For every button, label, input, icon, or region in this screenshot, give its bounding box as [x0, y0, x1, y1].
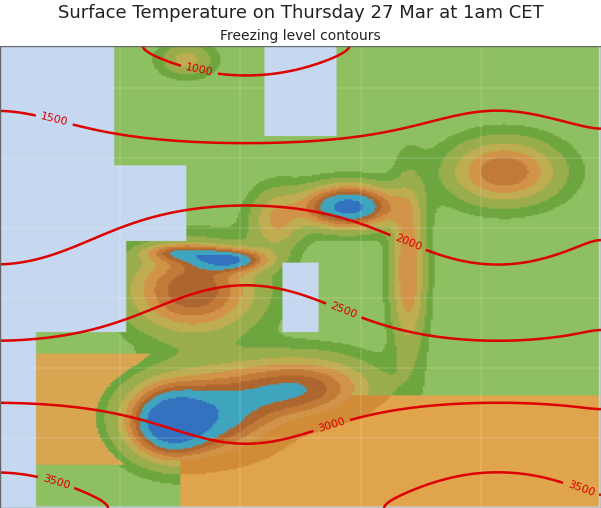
Text: 1500: 1500 — [40, 112, 69, 128]
Text: Freezing level contours: Freezing level contours — [220, 28, 381, 43]
Text: 2000: 2000 — [393, 233, 423, 252]
Text: 3500: 3500 — [41, 473, 71, 491]
Text: Surface Temperature on Thursday 27 Mar at 1am CET: Surface Temperature on Thursday 27 Mar a… — [58, 4, 543, 22]
Text: 3500: 3500 — [566, 480, 596, 499]
Text: 2500: 2500 — [329, 301, 359, 321]
Text: 1000: 1000 — [185, 62, 214, 78]
Text: 3000: 3000 — [317, 417, 347, 434]
